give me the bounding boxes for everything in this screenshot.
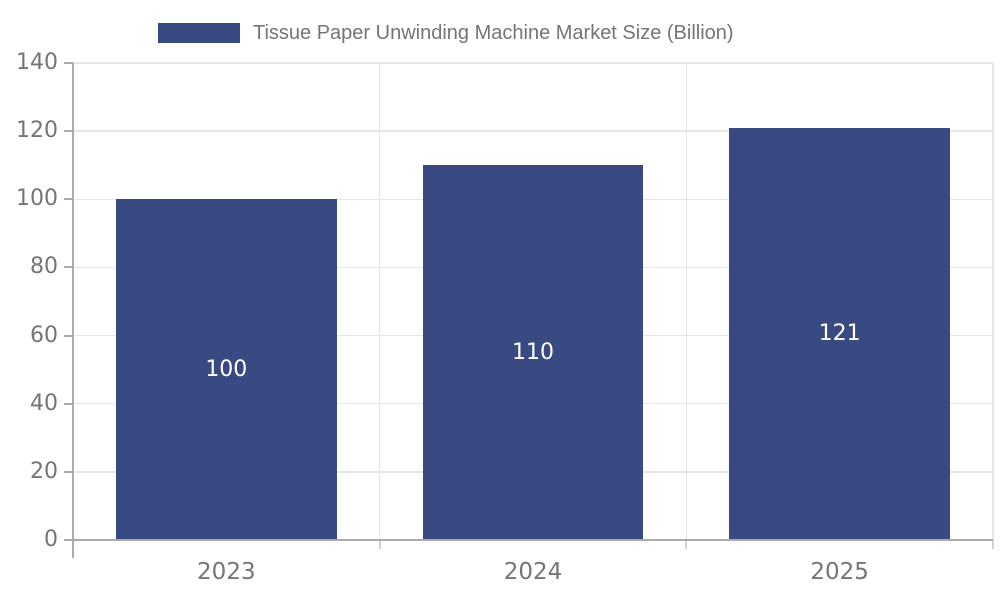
x-tick bbox=[992, 540, 994, 549]
bar[interactable] bbox=[729, 127, 951, 540]
bar[interactable] bbox=[115, 199, 337, 540]
x-gridline bbox=[992, 63, 994, 540]
y-gridline bbox=[73, 130, 993, 132]
y-tick-label: 0 bbox=[44, 527, 58, 552]
bar-value-label: 100 bbox=[205, 356, 248, 382]
y-tick bbox=[64, 62, 73, 64]
y-tick-label: 40 bbox=[30, 390, 58, 416]
legend-swatch bbox=[158, 23, 240, 43]
x-axis-label: 2025 bbox=[810, 559, 869, 585]
y-tick bbox=[64, 470, 73, 473]
x-axis-line bbox=[71, 538, 993, 542]
y-tick bbox=[64, 402, 73, 405]
legend-label: Tissue Paper Unwinding Machine Market Si… bbox=[253, 22, 734, 44]
y-tick bbox=[64, 266, 73, 269]
y-tick-label: 80 bbox=[30, 254, 58, 280]
bar[interactable] bbox=[422, 165, 644, 540]
x-gridline bbox=[378, 63, 381, 540]
x-gridline bbox=[685, 63, 688, 540]
bar-value-label: 110 bbox=[511, 339, 554, 365]
y-tick bbox=[64, 539, 73, 541]
legend: Tissue Paper Unwinding Machine Market Si… bbox=[158, 21, 734, 45]
y-tick-label: 60 bbox=[30, 322, 58, 348]
y-tick bbox=[64, 130, 73, 133]
y-tick-label: 100 bbox=[16, 186, 58, 212]
y-tick bbox=[64, 198, 73, 201]
x-tick bbox=[378, 540, 381, 549]
y-gridline bbox=[73, 62, 993, 64]
y-tick-label: 120 bbox=[16, 118, 58, 144]
x-axis-label: 2024 bbox=[503, 559, 563, 585]
y-tick-label: 20 bbox=[30, 458, 58, 484]
bar-value-label: 121 bbox=[818, 320, 861, 346]
y-tick bbox=[64, 334, 73, 337]
x-axis-label: 2023 bbox=[197, 559, 256, 585]
legend-item[interactable]: Tissue Paper Unwinding Machine Market Si… bbox=[158, 21, 734, 45]
x-tick bbox=[685, 540, 688, 549]
y-tick-label: 140 bbox=[16, 50, 58, 75]
y-axis-line bbox=[71, 63, 75, 558]
